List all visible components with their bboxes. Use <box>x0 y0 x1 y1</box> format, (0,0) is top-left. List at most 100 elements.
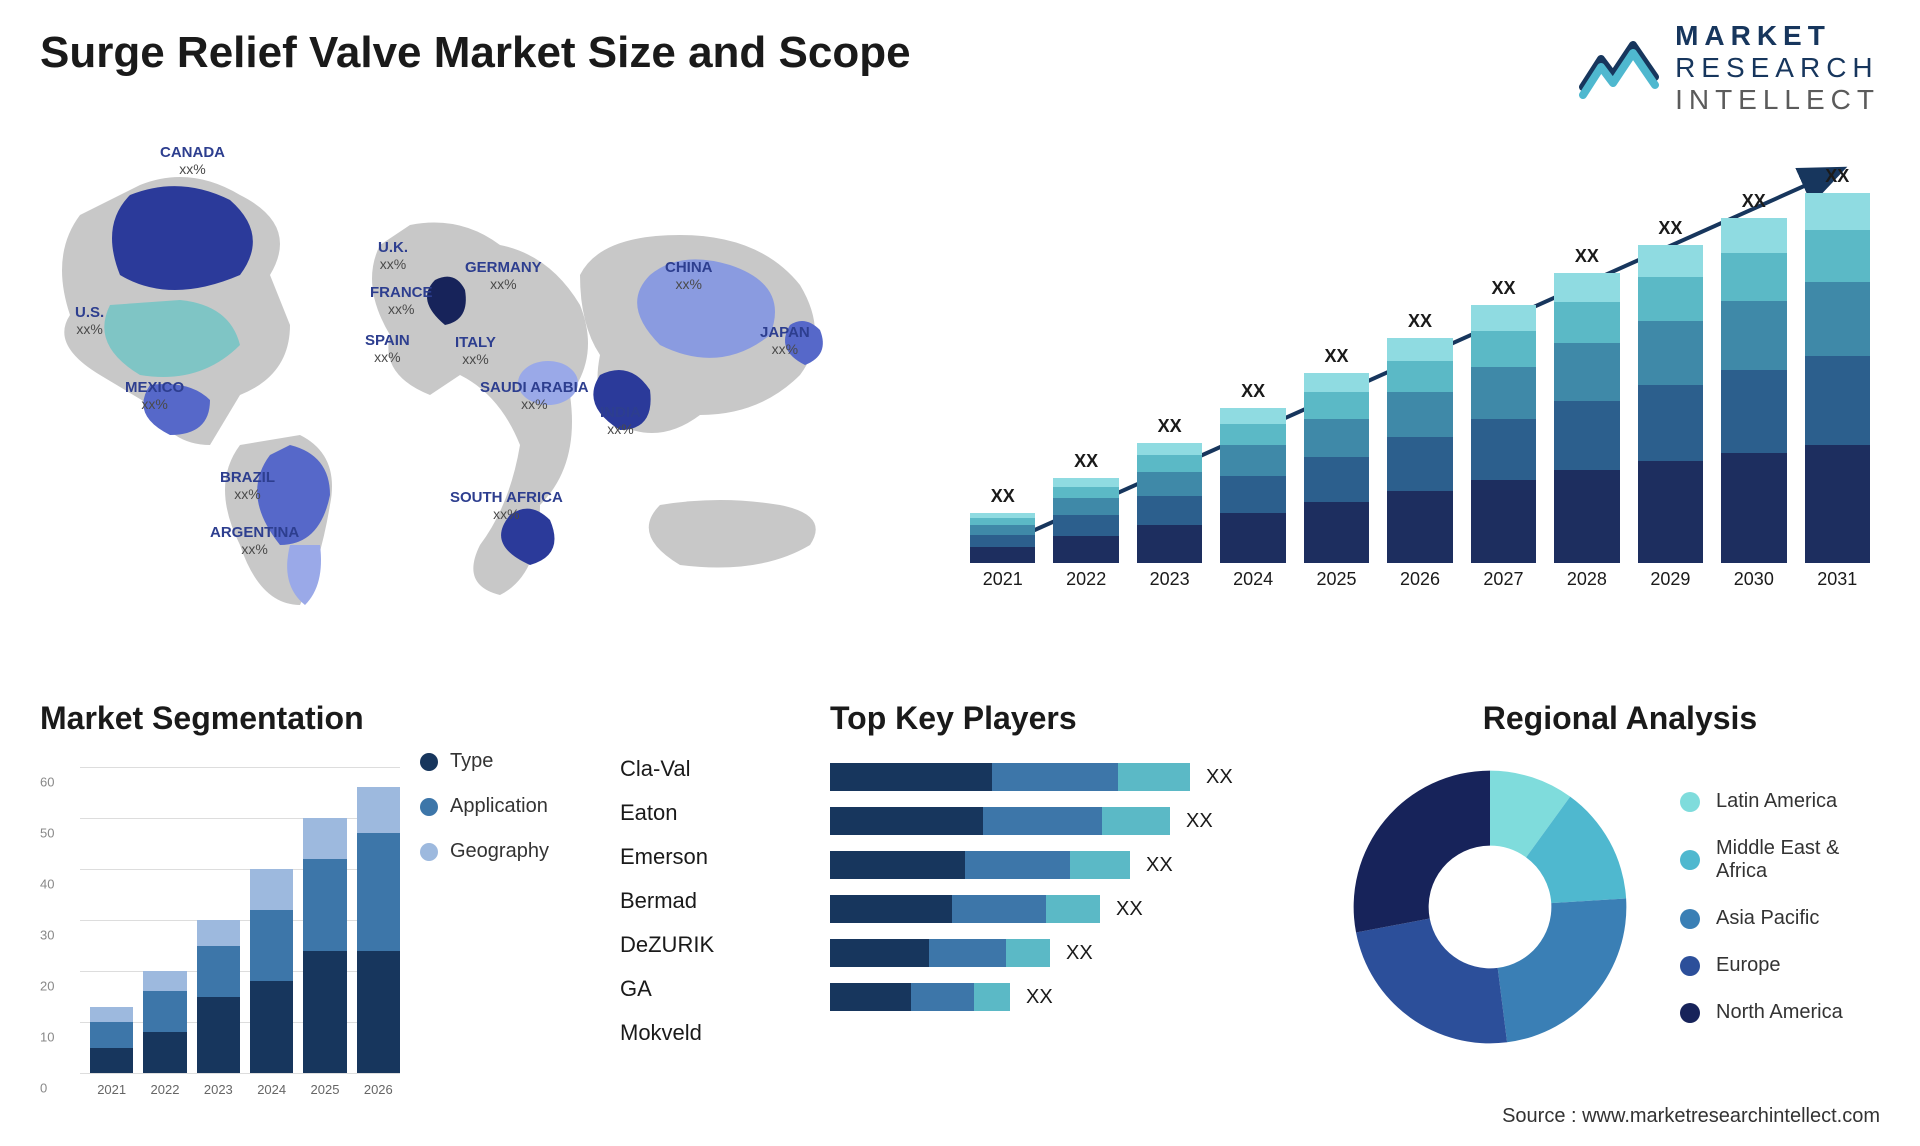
key-player-name: DeZURIK <box>620 932 820 958</box>
key-player-bar: XX <box>830 983 1310 1011</box>
logo-mark-icon <box>1579 37 1659 99</box>
brand-logo: MARKET RESEARCH INTELLECT <box>1579 20 1880 117</box>
segmentation-category: 2023 <box>197 1082 240 1097</box>
regional-donut-chart <box>1340 757 1640 1057</box>
forecast-bar-2024: XX 2024 <box>1220 381 1285 590</box>
map-label-south-africa: SOUTH AFRICAxx% <box>450 490 563 522</box>
forecast-category: 2031 <box>1817 569 1857 590</box>
key-player-value: XX <box>1116 898 1143 921</box>
key-players-section: Top Key Players XXXXXXXXXXXX <box>830 700 1310 1011</box>
map-label-mexico: MEXICOxx% <box>125 380 184 412</box>
segmentation-chart: 0102030405060 202120222023202420252026 <box>40 757 400 1097</box>
forecast-bar-2027: XX 2027 <box>1471 278 1536 590</box>
map-label-india: INDIAxx% <box>600 405 641 437</box>
key-player-bar: XX <box>830 763 1310 791</box>
forecast-category: 2022 <box>1066 569 1106 590</box>
key-player-name: Cla-Val <box>620 756 820 782</box>
key-player-value: XX <box>1186 810 1213 833</box>
key-player-bar: XX <box>830 807 1310 835</box>
map-label-italy: ITALYxx% <box>455 335 496 367</box>
key-player-bar: XX <box>830 851 1310 879</box>
key-player-value: XX <box>1026 986 1053 1009</box>
logo-text-1: MARKET <box>1675 20 1880 52</box>
forecast-value-label: XX <box>1408 311 1432 332</box>
forecast-value-label: XX <box>991 486 1015 507</box>
source-attribution: Source : www.marketresearchintellect.com <box>1502 1105 1880 1128</box>
key-player-name: GA <box>620 976 820 1002</box>
segmentation-bar-2022 <box>143 971 186 1073</box>
forecast-bar-2031: XX 2031 <box>1805 166 1870 590</box>
map-label-japan: JAPANxx% <box>760 325 810 357</box>
segmentation-category: 2026 <box>357 1082 400 1097</box>
segmentation-section: Market Segmentation 0102030405060 202120… <box>40 700 590 1097</box>
forecast-value-label: XX <box>1158 416 1182 437</box>
forecast-value-label: XX <box>1742 191 1766 212</box>
logo-text-2: RESEARCH <box>1675 52 1880 84</box>
key-players-chart: XXXXXXXXXXXX <box>830 763 1310 1011</box>
donut-slice-europe <box>1356 918 1507 1043</box>
forecast-bar-2023: XX 2023 <box>1137 416 1202 590</box>
forecast-bar-2026: XX2026 <box>1387 311 1452 590</box>
donut-slice-north-america <box>1354 771 1490 933</box>
key-player-value: XX <box>1206 766 1233 789</box>
segmentation-bar-2025 <box>303 818 346 1073</box>
map-label-argentina: ARGENTINAxx% <box>210 525 299 557</box>
key-player-bar: XX <box>830 939 1310 967</box>
map-label-china: CHINAxx% <box>665 260 713 292</box>
map-label-u-k-: U.K.xx% <box>378 240 408 272</box>
forecast-value-label: XX <box>1325 346 1349 367</box>
map-label-france: FRANCExx% <box>370 285 433 317</box>
regional-legend-item: North America <box>1680 1001 1880 1024</box>
map-label-germany: GERMANYxx% <box>465 260 542 292</box>
key-player-value: XX <box>1146 854 1173 877</box>
key-player-name: Mokveld <box>620 1020 820 1046</box>
segmentation-title: Market Segmentation <box>40 700 590 737</box>
donut-slice-asia-pacific <box>1498 898 1627 1042</box>
regional-legend-item: Middle East & Africa <box>1680 837 1880 883</box>
key-players-title: Top Key Players <box>830 700 1310 737</box>
forecast-bar-2025: XX2025 <box>1304 346 1369 590</box>
segmentation-bar-2024 <box>250 869 293 1073</box>
forecast-value-label: XX <box>1241 381 1265 402</box>
forecast-bar-2028: XX 2028 <box>1554 246 1619 590</box>
key-player-value: XX <box>1066 942 1093 965</box>
forecast-category: 2021 <box>983 569 1023 590</box>
regional-section: Regional Analysis Latin AmericaMiddle Ea… <box>1340 700 1900 1057</box>
map-label-canada: CANADAxx% <box>160 145 225 177</box>
forecast-category: 2027 <box>1483 569 1523 590</box>
forecast-value-label: XX <box>1575 246 1599 267</box>
forecast-category: 2028 <box>1567 569 1607 590</box>
forecast-category: 2030 <box>1734 569 1774 590</box>
map-label-brazil: BRAZILxx% <box>220 470 275 502</box>
segmentation-bar-2021 <box>90 1007 133 1073</box>
map-label-saudi-arabia: SAUDI ARABIAxx% <box>480 380 589 412</box>
forecast-category: 2023 <box>1150 569 1190 590</box>
regional-legend-item: Europe <box>1680 954 1880 977</box>
logo-text-3: INTELLECT <box>1675 84 1880 116</box>
segmentation-category: 2024 <box>250 1082 293 1097</box>
map-label-spain: SPAINxx% <box>365 333 410 365</box>
map-label-u-s-: U.S.xx% <box>75 305 104 337</box>
forecast-category: 2024 <box>1233 569 1273 590</box>
page-title: Surge Relief Valve Market Size and Scope <box>40 28 911 78</box>
legend-item-application: Application <box>420 795 549 818</box>
legend-item-geography: Geography <box>420 840 549 863</box>
forecast-category: 2029 <box>1650 569 1690 590</box>
forecast-value-label: XX <box>1825 166 1849 187</box>
key-player-name: Eaton <box>620 800 820 826</box>
forecast-value-label: XX <box>1658 218 1682 239</box>
segmentation-bar-2026 <box>357 787 400 1073</box>
key-player-name: Emerson <box>620 844 820 870</box>
regional-title: Regional Analysis <box>1340 700 1900 737</box>
forecast-bar-2021: XX 2021 <box>970 486 1035 590</box>
world-map: CANADAxx% U.S.xx% MEXICOxx% BRAZILxx% ARGENT… <box>40 145 900 625</box>
regional-legend-item: Asia Pacific <box>1680 907 1880 930</box>
legend-item-type: Type <box>420 750 549 773</box>
forecast-value-label: XX <box>1491 278 1515 299</box>
segmentation-category: 2021 <box>90 1082 133 1097</box>
segmentation-category: 2025 <box>303 1082 346 1097</box>
forecast-bar-2029: XX 2029 <box>1638 218 1703 590</box>
key-player-name: Bermad <box>620 888 820 914</box>
segmentation-category: 2022 <box>143 1082 186 1097</box>
segmentation-legend: Type Application Geography <box>420 750 549 863</box>
